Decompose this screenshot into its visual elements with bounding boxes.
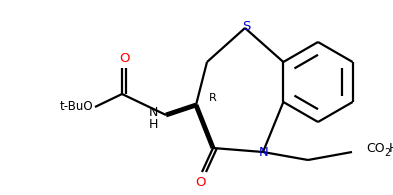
- Text: t-BuO: t-BuO: [59, 99, 93, 113]
- Text: H: H: [388, 143, 393, 155]
- Text: H: H: [148, 118, 158, 130]
- Text: R: R: [209, 93, 217, 103]
- Text: 2: 2: [384, 148, 390, 158]
- Text: N: N: [259, 146, 269, 160]
- Text: CO: CO: [367, 143, 385, 155]
- Text: O: O: [196, 176, 206, 190]
- Text: N: N: [148, 106, 158, 120]
- Text: O: O: [119, 51, 129, 65]
- Text: S: S: [242, 20, 250, 34]
